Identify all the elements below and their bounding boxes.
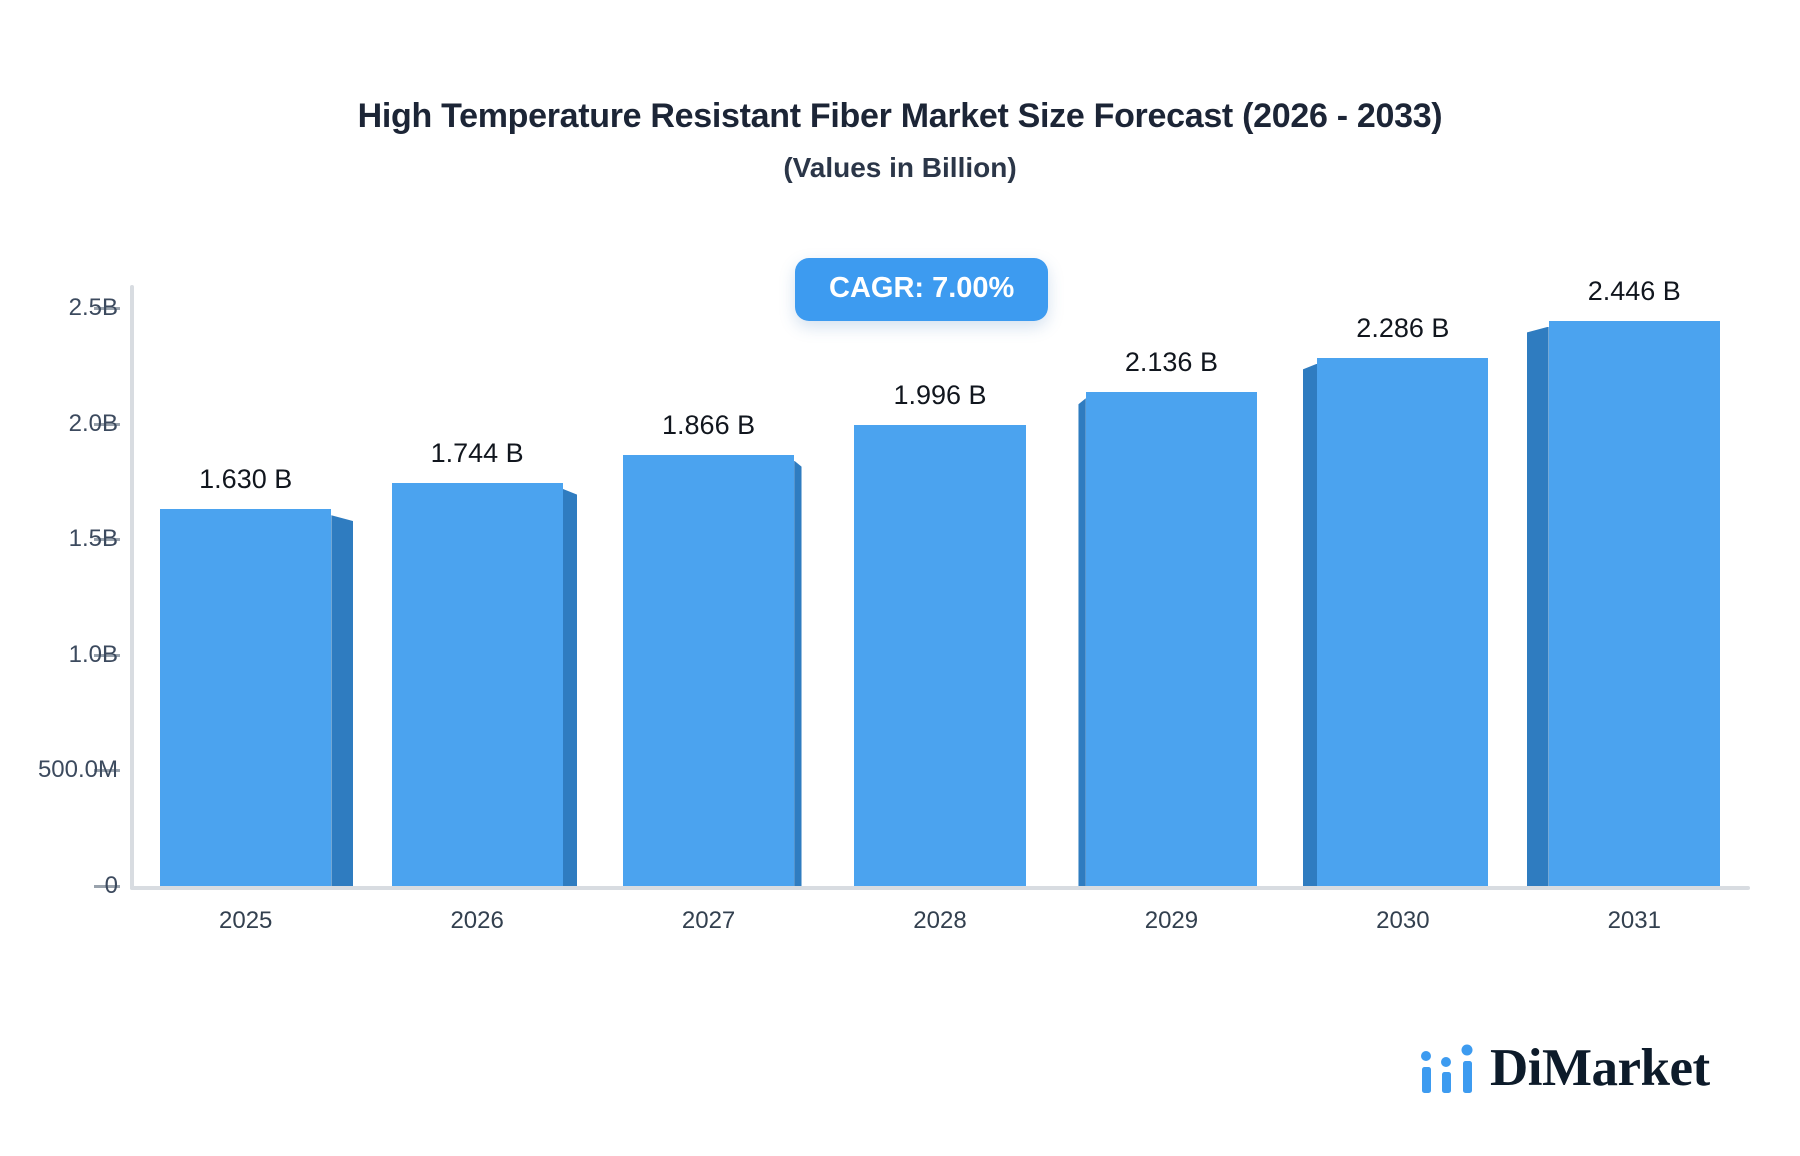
bar-value-label: 1.866 B [662,409,756,440]
bar-column[interactable]: 2.136 B [1078,347,1258,886]
x-axis-line [130,886,1750,890]
bar-column[interactable]: 1.996 B [854,380,1026,886]
bar-column[interactable]: 2.446 B [1526,276,1720,886]
y-axis-label: 2.0B [68,409,118,437]
bar-value-label: 1.744 B [430,437,524,468]
bar-front-face [1548,320,1720,886]
bar-value-label: 2.446 B [1587,275,1681,306]
bar-front-face [1317,357,1489,886]
y-axis-line [130,285,134,890]
y-axis-tick [94,538,120,542]
bar-side-face [331,515,354,886]
y-axis-tick [94,885,120,888]
bar-column[interactable]: 2.286 B [1302,313,1489,886]
chart-title: High Temperature Resistant Fiber Market … [357,97,1443,135]
bar-side-face [794,460,802,886]
cagr-badge: CAGR: 7.00% [795,258,1049,321]
bar-column[interactable]: 1.866 B [622,410,802,886]
brand-name: DiMarket [1490,1039,1710,1097]
x-axis-label: 2027 [681,907,736,934]
bar-column[interactable]: 1.744 B [391,438,578,886]
bar-value-label: 1.630 B [199,464,293,495]
bar-front-face [160,509,332,886]
bar-value-label: 2.286 B [1356,312,1450,343]
y-axis-tick [94,653,120,657]
chart-header: High Temperature Resistant Fiber Market … [0,96,1800,184]
y-axis-tick [94,769,120,773]
bar-front-face [622,454,795,886]
bar-front-face [854,424,1026,886]
x-axis-label: 2029 [1144,907,1199,934]
y-axis-label: 1.5B [68,525,118,553]
chart-subtitle: (Values in Billion) [783,151,1017,183]
bar-side-face [1526,326,1549,886]
y-axis-tick [94,422,120,426]
plot-area: 0 500.0M 1.0B 1.5B 2.0B 2.5B 1.630 B 2025 1.744… [38,276,1750,934]
bar-front-face [391,482,563,886]
y-axis-label: 2.5B [68,294,118,322]
bar-value-label: 2.136 B [1124,347,1218,378]
bar-side-face [1078,398,1086,886]
bar-chart-logo-icon [1421,1044,1473,1093]
bar-side-face [562,488,578,886]
x-axis-label: 2030 [1376,907,1430,934]
x-axis-label: 2028 [913,907,967,934]
y-axis-label: 1.0B [68,640,118,668]
x-axis-label: 2031 [1607,907,1661,934]
bar-front-face [1085,392,1258,886]
y-axis-label: 0 [104,872,118,899]
bar-side-face [1302,363,1318,886]
bar-column[interactable]: 1.630 B [160,464,354,886]
y-axis-tick [94,307,120,311]
bar-value-label: 1.996 B [893,379,987,410]
x-axis-label: 2025 [219,907,273,934]
brand-logo: DiMarket [1420,1042,1710,1095]
y-axis-label: 500.0M [37,756,118,784]
x-axis-label: 2026 [450,907,504,934]
